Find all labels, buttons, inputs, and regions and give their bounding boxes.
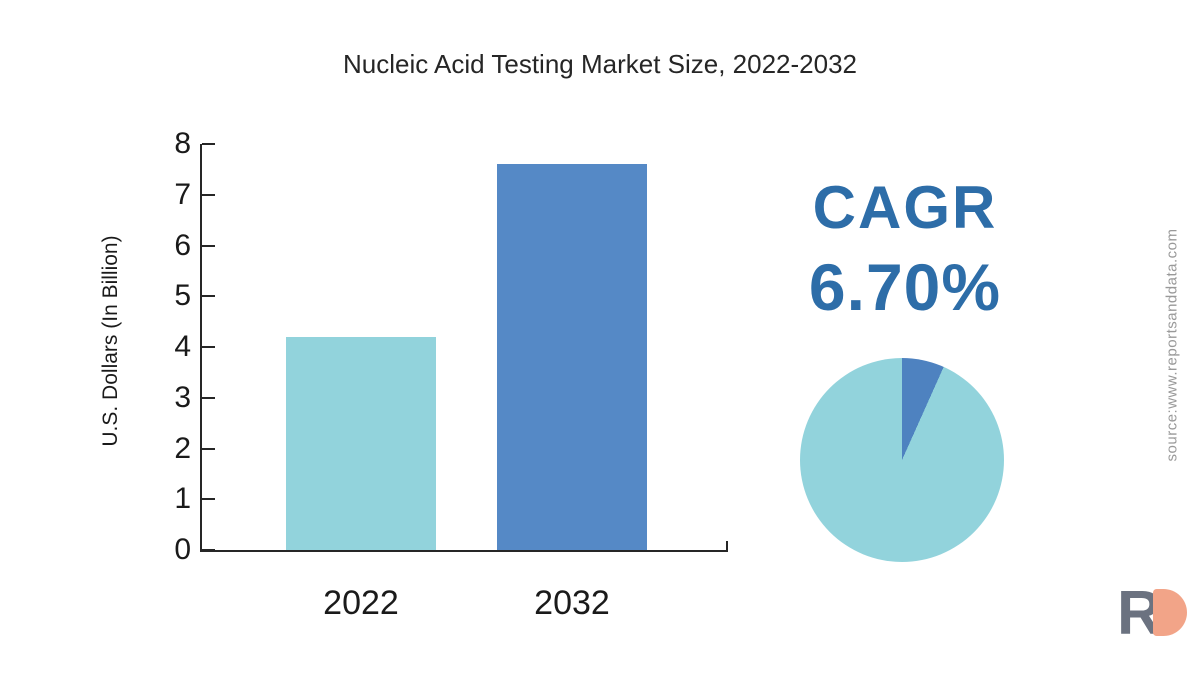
y-tick-mark bbox=[202, 143, 215, 145]
y-tick-label: 8 bbox=[174, 127, 191, 160]
y-tick-mark bbox=[202, 193, 215, 196]
cagr-label: CAGR bbox=[812, 174, 998, 241]
cagr-block: CAGR 6.70% bbox=[808, 174, 1002, 324]
bar-2032 bbox=[497, 164, 647, 550]
bar-plot-area: 0 1 2 3 4 5 6 7 8 2022 2032 bbox=[174, 129, 728, 622]
source-note: source:www.reportsanddata.com bbox=[1163, 228, 1181, 462]
cagr-pie bbox=[800, 358, 1004, 562]
logo-d-mark bbox=[1153, 589, 1187, 636]
x-tick-label: 2032 bbox=[534, 584, 610, 622]
x-axis-end-tick bbox=[726, 541, 728, 550]
y-tick-label: 0 bbox=[174, 533, 191, 566]
y-axis-label: U.S. Dollars (In Billion) bbox=[99, 235, 122, 447]
bar-2022 bbox=[286, 336, 436, 550]
y-tick-label: 7 bbox=[174, 177, 191, 211]
y-tick-mark bbox=[202, 244, 215, 247]
y-tick-mark bbox=[202, 549, 215, 551]
y-tick-mark bbox=[202, 396, 215, 399]
y-tick-label: 6 bbox=[174, 228, 191, 262]
y-tick-label: 1 bbox=[174, 482, 191, 516]
chart-title: Nucleic Acid Testing Market Size, 2022-2… bbox=[342, 49, 858, 79]
y-tick-mark bbox=[202, 295, 215, 298]
y-tick-mark bbox=[202, 346, 215, 348]
y-tick-mark bbox=[202, 498, 215, 501]
y-tick-label: 5 bbox=[174, 279, 191, 313]
y-tick-label: 2 bbox=[174, 431, 191, 465]
x-tick-label: 2022 bbox=[323, 584, 399, 622]
y-tick-mark bbox=[202, 447, 215, 450]
cagr-value: 6.70% bbox=[808, 250, 1002, 324]
y-tick-label: 4 bbox=[174, 330, 191, 363]
y-tick-label: 3 bbox=[174, 380, 191, 414]
reportsanddata-logo: R bbox=[1117, 583, 1189, 645]
